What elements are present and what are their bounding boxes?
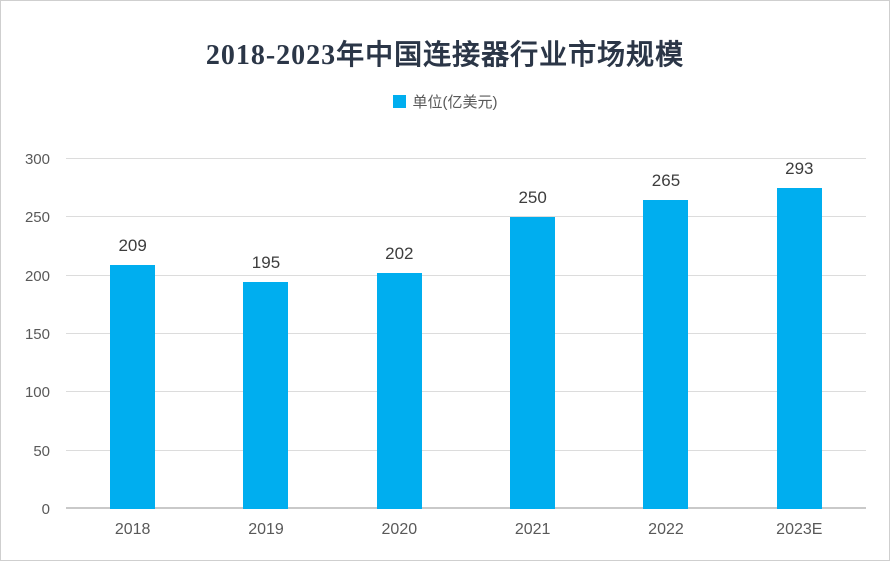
bar — [110, 265, 156, 509]
bar-group-2018: 209 — [66, 159, 199, 509]
gridline-50 — [66, 449, 866, 451]
gridline-100 — [66, 391, 866, 393]
x-tick-label-2018: 2018 — [114, 521, 151, 538]
bars-container: 209 195 202 250 265 293 — [66, 159, 866, 509]
y-tick-label-200: 200 — [24, 267, 50, 285]
bar-group-2020: 202 — [333, 159, 466, 509]
bar-group-2023E: 293 — [733, 159, 866, 509]
x-axis-labels: 2018 2019 2020 2021 2022 2023E — [66, 521, 866, 539]
bar — [643, 199, 689, 509]
plot-area: 0 50 100 150 200 250 300 209 195 202 250 265 293 20… — [25, 151, 866, 538]
gridline-200 — [66, 274, 866, 276]
x-axis-baseline — [66, 507, 866, 509]
x-tick-label-2020: 2020 — [381, 521, 418, 538]
bar-value-label: 250 — [518, 188, 547, 208]
bar-value-label: 209 — [118, 236, 147, 256]
y-tick-label-150: 150 — [24, 326, 50, 343]
gridline-300 — [66, 158, 866, 159]
y-tick-label-300: 300 — [24, 151, 50, 168]
legend: 单位(亿美元) — [1, 91, 889, 112]
y-tick-label-50: 50 — [33, 442, 50, 460]
x-tick-label-2023E: 2023E — [776, 521, 823, 538]
y-tick-label-250: 250 — [24, 209, 50, 227]
legend-label: 单位(亿美元) — [412, 94, 498, 111]
bar — [243, 281, 289, 509]
chart-title: 2018-2023年中国连接器行业市场规模 — [205, 40, 685, 71]
bar — [376, 273, 422, 509]
y-tick-label-0: 0 — [41, 501, 50, 518]
x-tick-label-2021: 2021 — [514, 521, 551, 538]
bar-value-label: 265 — [651, 170, 681, 190]
bar-value-label: 195 — [251, 252, 281, 272]
gridline-250 — [66, 216, 866, 218]
legend-swatch-icon — [392, 95, 406, 108]
bar-value-label: 293 — [785, 159, 814, 178]
bar — [510, 217, 556, 509]
bar-group-2022: 265 — [599, 159, 732, 509]
y-tick-label-100: 100 — [24, 384, 50, 402]
gridline-150 — [66, 333, 866, 334]
bar-group-2019: 195 — [199, 159, 332, 509]
bar-group-2021: 250 — [466, 159, 599, 509]
bar-value-label: 202 — [385, 244, 414, 264]
x-tick-label-2019: 2019 — [248, 521, 284, 538]
bar — [776, 188, 822, 509]
x-tick-label-2022: 2022 — [648, 521, 684, 538]
